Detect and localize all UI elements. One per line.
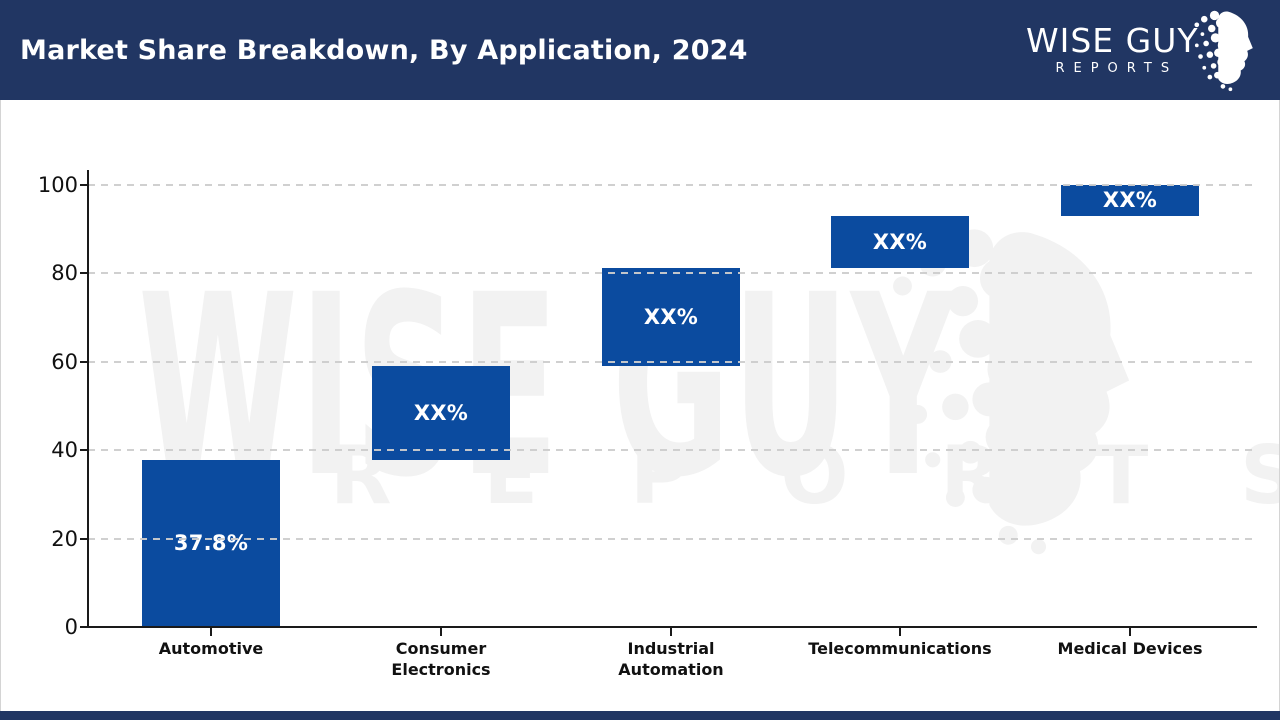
chart-header: Market Share Breakdown, By Application, … [0, 0, 1280, 100]
bar-medical-devices: XX% [1061, 185, 1199, 216]
bar-consumer-electronics: XX% [372, 366, 510, 460]
gridline-80 [88, 272, 1257, 275]
bar-industrial-automation: XX% [602, 267, 740, 367]
y-tick [80, 626, 88, 628]
gridline-40 [88, 449, 1257, 452]
x-tick [670, 628, 672, 636]
y-tick [80, 184, 88, 186]
logo-wordmark: WISE GUY REPORTS [1026, 24, 1199, 76]
x-tick [210, 628, 212, 636]
y-tick [80, 537, 88, 540]
x-tick [1129, 628, 1131, 636]
bar-value-label: XX% [872, 229, 928, 254]
y-tick-label: 0 [64, 615, 78, 639]
gridline-20 [88, 537, 1257, 540]
x-tick [899, 628, 901, 636]
y-tick-label: 60 [51, 349, 78, 374]
x-axis-line [87, 626, 1257, 628]
bar-value-label: XX% [1102, 188, 1158, 213]
footer-bar [0, 711, 1280, 720]
logo-line2: REPORTS [1055, 60, 1179, 76]
y-tick [80, 360, 88, 363]
category-label-consumer-electronics: Consumer Electronics [391, 639, 491, 679]
y-tick-label: 80 [51, 261, 78, 286]
y-tick [80, 272, 88, 275]
bar-value-label: XX% [643, 304, 699, 329]
y-tick [80, 449, 88, 452]
x-tick [440, 628, 442, 636]
category-label-industrial-automation: Industrial Automation [618, 639, 724, 679]
gridline-60 [88, 360, 1257, 363]
category-label-automotive: Automotive [158, 639, 264, 658]
gridline-100 [88, 184, 1257, 186]
bar-telecommunications: XX% [831, 215, 969, 268]
logo-line1: WISE GUY [1026, 21, 1199, 61]
logo-face-icon [1194, 10, 1253, 92]
y-tick-label: 100 [37, 173, 78, 197]
y-tick-label: 20 [51, 526, 78, 551]
y-axis-line [87, 170, 89, 627]
page-title: Market Share Breakdown, By Application, … [20, 34, 748, 66]
bar-automotive: 37.8% [142, 459, 280, 627]
category-label-telecommunications: Telecommunications [808, 639, 992, 658]
category-label-medical-devices: Medical Devices [1057, 639, 1203, 658]
y-tick-label: 40 [51, 438, 78, 463]
bar-value-label: 37.8% [173, 531, 249, 556]
bar-value-label: XX% [413, 401, 469, 426]
wise-guy-reports-logo: WISE GUY REPORTS [1026, 6, 1266, 94]
